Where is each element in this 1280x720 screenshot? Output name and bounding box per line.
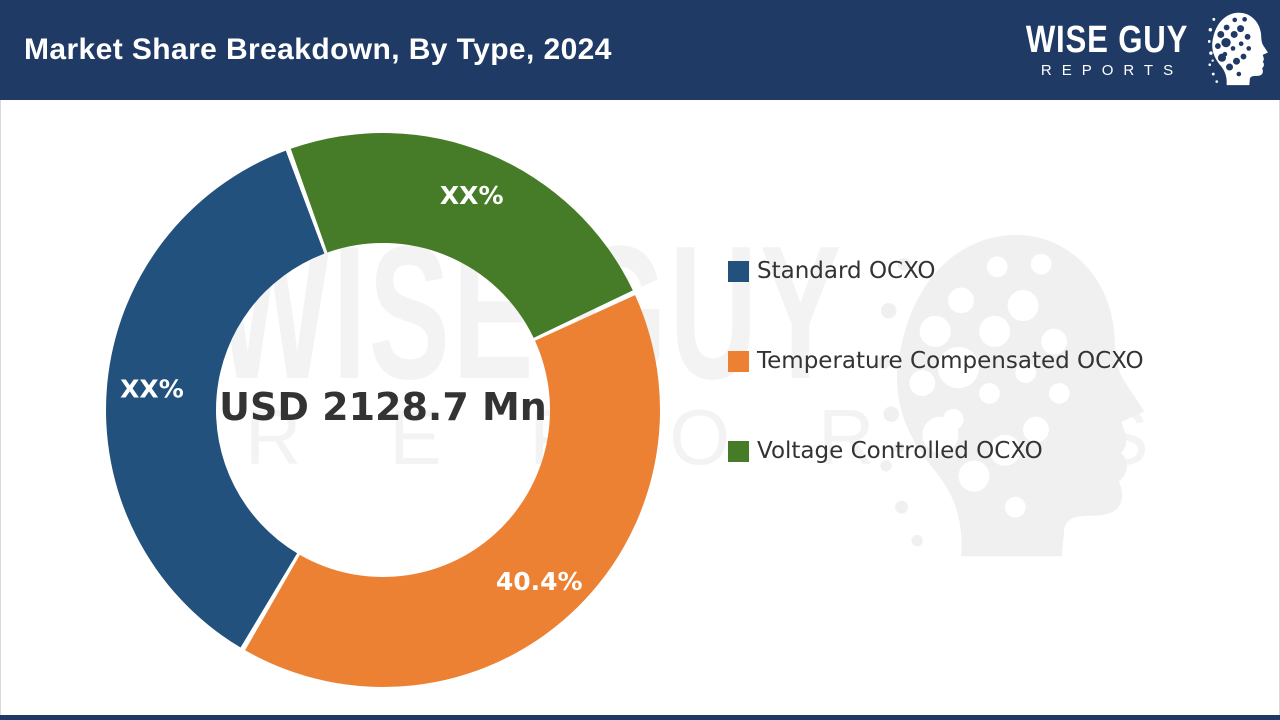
logo-text: WISE GUY REPORTS — [1008, 21, 1206, 78]
donut-segment-standard-ocxo — [106, 150, 325, 648]
page-title: Market Share Breakdown, By Type, 2024 — [24, 33, 612, 66]
legend-item: Temperature Compensated OCXO — [728, 348, 1144, 374]
legend-swatch — [728, 260, 749, 282]
legend-item: Voltage Controlled OCXO — [728, 438, 1043, 464]
legend-label: Standard OCXO — [757, 258, 936, 284]
segment-value-label: XX% — [120, 374, 184, 403]
legend-label: Voltage Controlled OCXO — [757, 438, 1043, 464]
logo-face-icon — [1208, 10, 1272, 88]
donut-chart: XX% 40.4% XX% — [106, 133, 661, 687]
bottom-accent-bar — [0, 715, 1280, 720]
logo-reports-text: REPORTS — [1040, 61, 1184, 79]
legend-swatch — [728, 350, 749, 372]
legend-swatch — [728, 440, 749, 462]
legend-item: Standard OCXO — [728, 258, 936, 284]
segment-value-label: 40.4% — [496, 567, 583, 596]
donut-center-value: USD 2128.7 Mn — [219, 385, 547, 429]
legend-label: Temperature Compensated OCXO — [757, 348, 1144, 374]
donut-segment-temperature-compensated-ocxo — [245, 295, 661, 687]
wise-guy-reports-logo: WISE GUY REPORTS — [1008, 10, 1272, 88]
donut-segment-voltage-controlled-ocxo — [290, 133, 633, 338]
header-bar: Market Share Breakdown, By Type, 2024 WI… — [0, 0, 1280, 100]
logo-wise-guy-text: WISE GUY — [1025, 18, 1189, 61]
segment-value-label: XX% — [440, 181, 504, 210]
